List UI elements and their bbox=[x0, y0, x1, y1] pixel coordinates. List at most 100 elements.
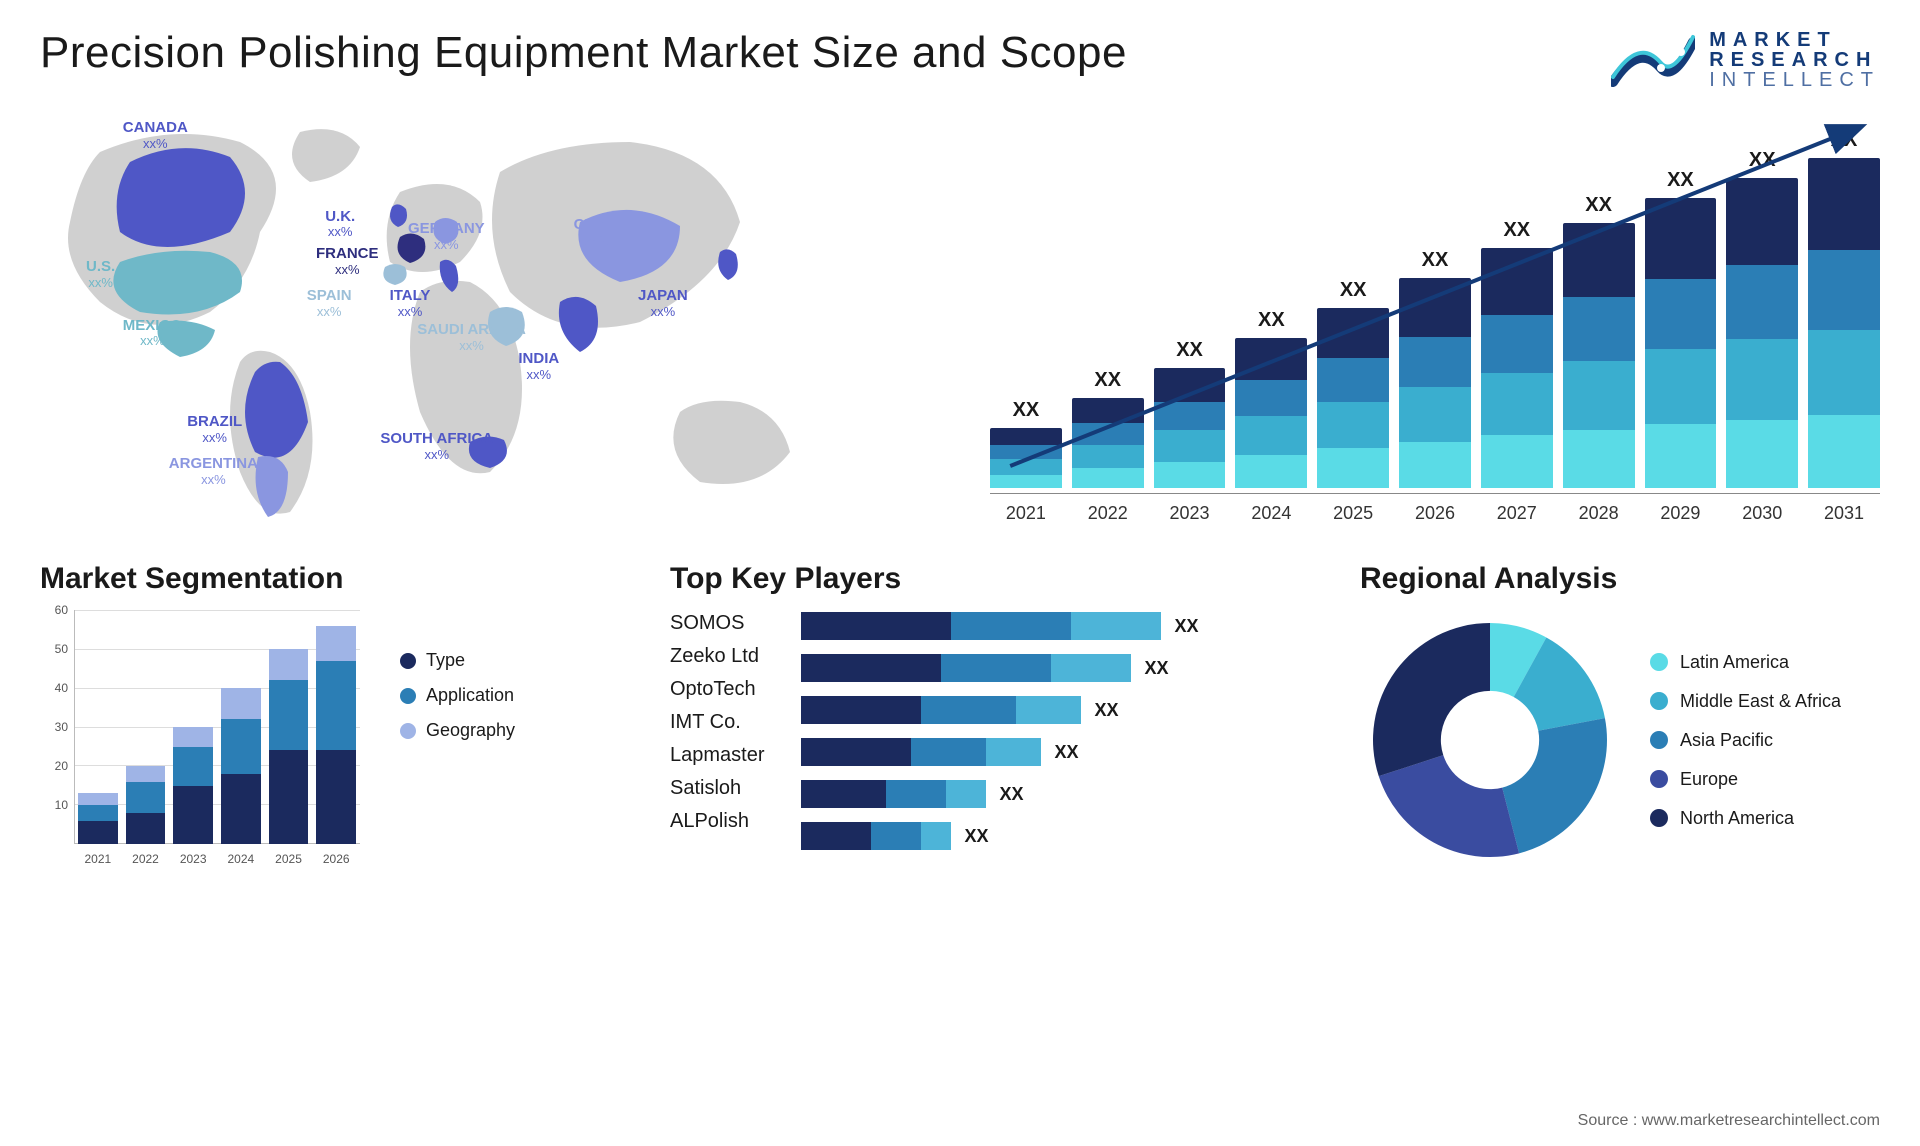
legend-label: Geography bbox=[426, 720, 515, 741]
player-name: Zeeko Ltd bbox=[670, 645, 765, 668]
growth-bar: XX bbox=[1726, 149, 1798, 488]
player-bar-row: XX bbox=[801, 738, 1331, 766]
segmentation-section: Market Segmentation 102030405060 2021202… bbox=[40, 562, 640, 870]
growth-year-label: 2025 bbox=[1317, 503, 1389, 524]
growth-bar-value: XX bbox=[1749, 149, 1776, 172]
growth-bar-value: XX bbox=[1831, 129, 1858, 152]
legend-label: North America bbox=[1680, 808, 1794, 829]
seg-bar bbox=[173, 727, 213, 844]
seg-year-label: 2023 bbox=[173, 852, 213, 866]
legend-label: Latin America bbox=[1680, 652, 1789, 673]
regional-section: Regional Analysis Latin AmericaMiddle Ea… bbox=[1360, 562, 1880, 870]
growth-bar: XX bbox=[1072, 369, 1144, 488]
regional-legend-item: Asia Pacific bbox=[1650, 730, 1841, 751]
legend-dot-icon bbox=[1650, 653, 1668, 671]
growth-year-label: 2027 bbox=[1481, 503, 1553, 524]
players-chart: XX XX XX XX XX XX bbox=[801, 610, 1331, 850]
logo-line2: RESEARCH bbox=[1709, 50, 1880, 70]
seg-bar bbox=[126, 766, 166, 844]
growth-bar-value: XX bbox=[1585, 194, 1612, 217]
growth-bar: XX bbox=[1399, 249, 1471, 488]
map-label: U.K.xx% bbox=[325, 209, 355, 240]
player-bar-value: XX bbox=[1175, 616, 1199, 637]
seg-ylabel: 40 bbox=[40, 681, 68, 695]
player-bar-row: XX bbox=[801, 612, 1331, 640]
growth-bar-value: XX bbox=[1176, 339, 1203, 362]
seg-bar bbox=[221, 688, 261, 844]
growth-year-label: 2029 bbox=[1645, 503, 1717, 524]
player-name: Lapmaster bbox=[670, 744, 765, 767]
player-bar-row: XX bbox=[801, 822, 1331, 850]
growth-bar: XX bbox=[1235, 309, 1307, 488]
growth-year-label: 2023 bbox=[1154, 503, 1226, 524]
player-name: OptoTech bbox=[670, 678, 765, 701]
map-label: FRANCExx% bbox=[316, 246, 379, 277]
map-label: MEXICOxx% bbox=[123, 318, 182, 349]
player-bar-value: XX bbox=[1145, 658, 1169, 679]
map-label: INDIAxx% bbox=[518, 351, 559, 382]
legend-label: Asia Pacific bbox=[1680, 730, 1773, 751]
player-bar-value: XX bbox=[1095, 700, 1119, 721]
legend-dot-icon bbox=[400, 723, 416, 739]
growth-bar-value: XX bbox=[1258, 309, 1285, 332]
legend-dot-icon bbox=[1650, 692, 1668, 710]
seg-ylabel: 60 bbox=[40, 603, 68, 617]
player-name: IMT Co. bbox=[670, 711, 765, 734]
map-label: U.S.xx% bbox=[86, 259, 115, 290]
seg-bar bbox=[78, 793, 118, 844]
growth-bar: XX bbox=[1317, 279, 1389, 488]
growth-bar-value: XX bbox=[1340, 279, 1367, 302]
page-title: Precision Polishing Equipment Market Siz… bbox=[40, 28, 1127, 78]
growth-year-label: 2022 bbox=[1072, 503, 1144, 524]
logo-text: MARKET RESEARCH INTELLECT bbox=[1709, 30, 1880, 90]
player-bar-row: XX bbox=[801, 654, 1331, 682]
growth-bar: XX bbox=[1154, 339, 1226, 488]
growth-year-label: 2024 bbox=[1235, 503, 1307, 524]
growth-year-label: 2021 bbox=[990, 503, 1062, 524]
logo-line1: MARKET bbox=[1709, 30, 1880, 50]
regional-legend-item: Middle East & Africa bbox=[1650, 691, 1841, 712]
player-bar-value: XX bbox=[1055, 742, 1079, 763]
seg-year-label: 2024 bbox=[221, 852, 261, 866]
growth-bar: XX bbox=[1563, 194, 1635, 488]
legend-dot-icon bbox=[400, 688, 416, 704]
growth-xlabels: 2021202220232024202520262027202820292030… bbox=[990, 503, 1880, 524]
seg-legend-item: Type bbox=[400, 650, 515, 671]
seg-ylabel: 50 bbox=[40, 642, 68, 656]
legend-label: Europe bbox=[1680, 769, 1738, 790]
header: Precision Polishing Equipment Market Siz… bbox=[0, 0, 1920, 92]
growth-year-label: 2031 bbox=[1808, 503, 1880, 524]
growth-bar: XX bbox=[1481, 219, 1553, 488]
seg-legend-item: Geography bbox=[400, 720, 515, 741]
top-row: CANADAxx%U.S.xx%MEXICOxx%BRAZILxx%ARGENT… bbox=[0, 92, 1920, 532]
player-name: ALPolish bbox=[670, 810, 765, 833]
growth-year-label: 2028 bbox=[1563, 503, 1635, 524]
growth-bar-value: XX bbox=[1503, 219, 1530, 242]
seg-year-label: 2025 bbox=[269, 852, 309, 866]
seg-year-label: 2021 bbox=[78, 852, 118, 866]
map-label: SOUTH AFRICAxx% bbox=[380, 431, 493, 462]
logo: MARKET RESEARCH INTELLECT bbox=[1611, 28, 1880, 92]
growth-bar-value: XX bbox=[1013, 399, 1040, 422]
player-bar-value: XX bbox=[1000, 784, 1024, 805]
map-label: CANADAxx% bbox=[123, 120, 188, 151]
donut-slice bbox=[1379, 755, 1519, 857]
logo-swoosh-icon bbox=[1611, 28, 1695, 92]
legend-dot-icon bbox=[1650, 809, 1668, 827]
seg-year-label: 2022 bbox=[126, 852, 166, 866]
growth-bar-value: XX bbox=[1094, 369, 1121, 392]
donut-slice bbox=[1502, 718, 1607, 853]
growth-bar-value: XX bbox=[1667, 169, 1694, 192]
regional-legend-item: Latin America bbox=[1650, 652, 1841, 673]
map-label: JAPANxx% bbox=[638, 288, 688, 319]
seg-legend-item: Application bbox=[400, 685, 515, 706]
seg-bar bbox=[269, 649, 309, 844]
growth-chart: XX XX XX XX XX XX XX XX XX XX XX 2021 2022 2023 2024 2… bbox=[990, 112, 1880, 532]
legend-dot-icon bbox=[400, 653, 416, 669]
bottom-row: Market Segmentation 102030405060 2021202… bbox=[0, 532, 1920, 870]
map-label: SAUDI ARABIAxx% bbox=[417, 322, 526, 353]
legend-label: Middle East & Africa bbox=[1680, 691, 1841, 712]
seg-year-label: 2026 bbox=[316, 852, 356, 866]
key-players-section: Top Key Players SOMOSZeeko LtdOptoTechIM… bbox=[670, 562, 1330, 870]
map-label: ARGENTINAxx% bbox=[169, 456, 258, 487]
